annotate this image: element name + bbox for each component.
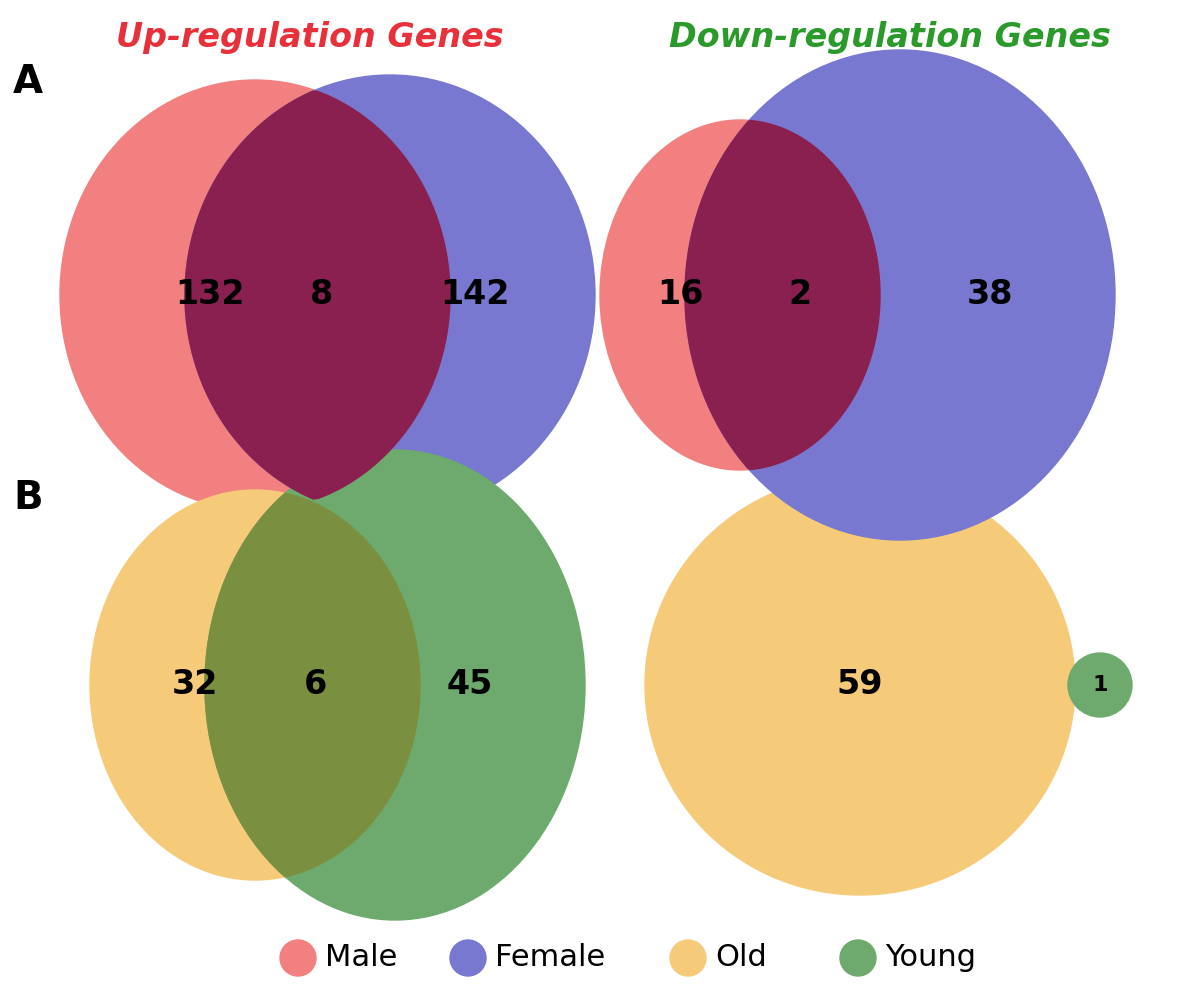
Text: 59: 59 <box>836 668 883 702</box>
Ellipse shape <box>205 450 586 920</box>
Ellipse shape <box>60 80 450 510</box>
Text: A: A <box>13 62 43 101</box>
Text: Young: Young <box>886 943 976 973</box>
Text: Male: Male <box>325 943 397 973</box>
Text: 8: 8 <box>311 278 334 311</box>
Text: 1: 1 <box>1092 675 1108 695</box>
Ellipse shape <box>185 75 595 515</box>
Polygon shape <box>185 91 450 499</box>
Text: Female: Female <box>496 943 605 973</box>
Polygon shape <box>205 493 420 877</box>
Text: 16: 16 <box>656 278 703 311</box>
Ellipse shape <box>600 120 880 470</box>
Ellipse shape <box>670 940 706 976</box>
Text: 45: 45 <box>446 668 493 702</box>
Text: 6: 6 <box>304 668 326 702</box>
Ellipse shape <box>280 940 316 976</box>
Ellipse shape <box>90 490 420 880</box>
Ellipse shape <box>685 50 1115 540</box>
Text: Down-regulation Genes: Down-regulation Genes <box>670 21 1111 54</box>
Text: 142: 142 <box>440 278 510 311</box>
Text: Old: Old <box>715 943 767 973</box>
Text: 32: 32 <box>172 668 218 702</box>
Text: 2: 2 <box>788 278 811 311</box>
Ellipse shape <box>840 940 876 976</box>
Ellipse shape <box>646 475 1075 895</box>
Ellipse shape <box>450 940 486 976</box>
Text: 38: 38 <box>967 278 1013 311</box>
Text: Up-regulation Genes: Up-regulation Genes <box>116 21 504 54</box>
Text: 132: 132 <box>175 278 245 311</box>
Ellipse shape <box>1068 653 1132 717</box>
Text: B: B <box>13 479 43 517</box>
Polygon shape <box>685 121 880 470</box>
